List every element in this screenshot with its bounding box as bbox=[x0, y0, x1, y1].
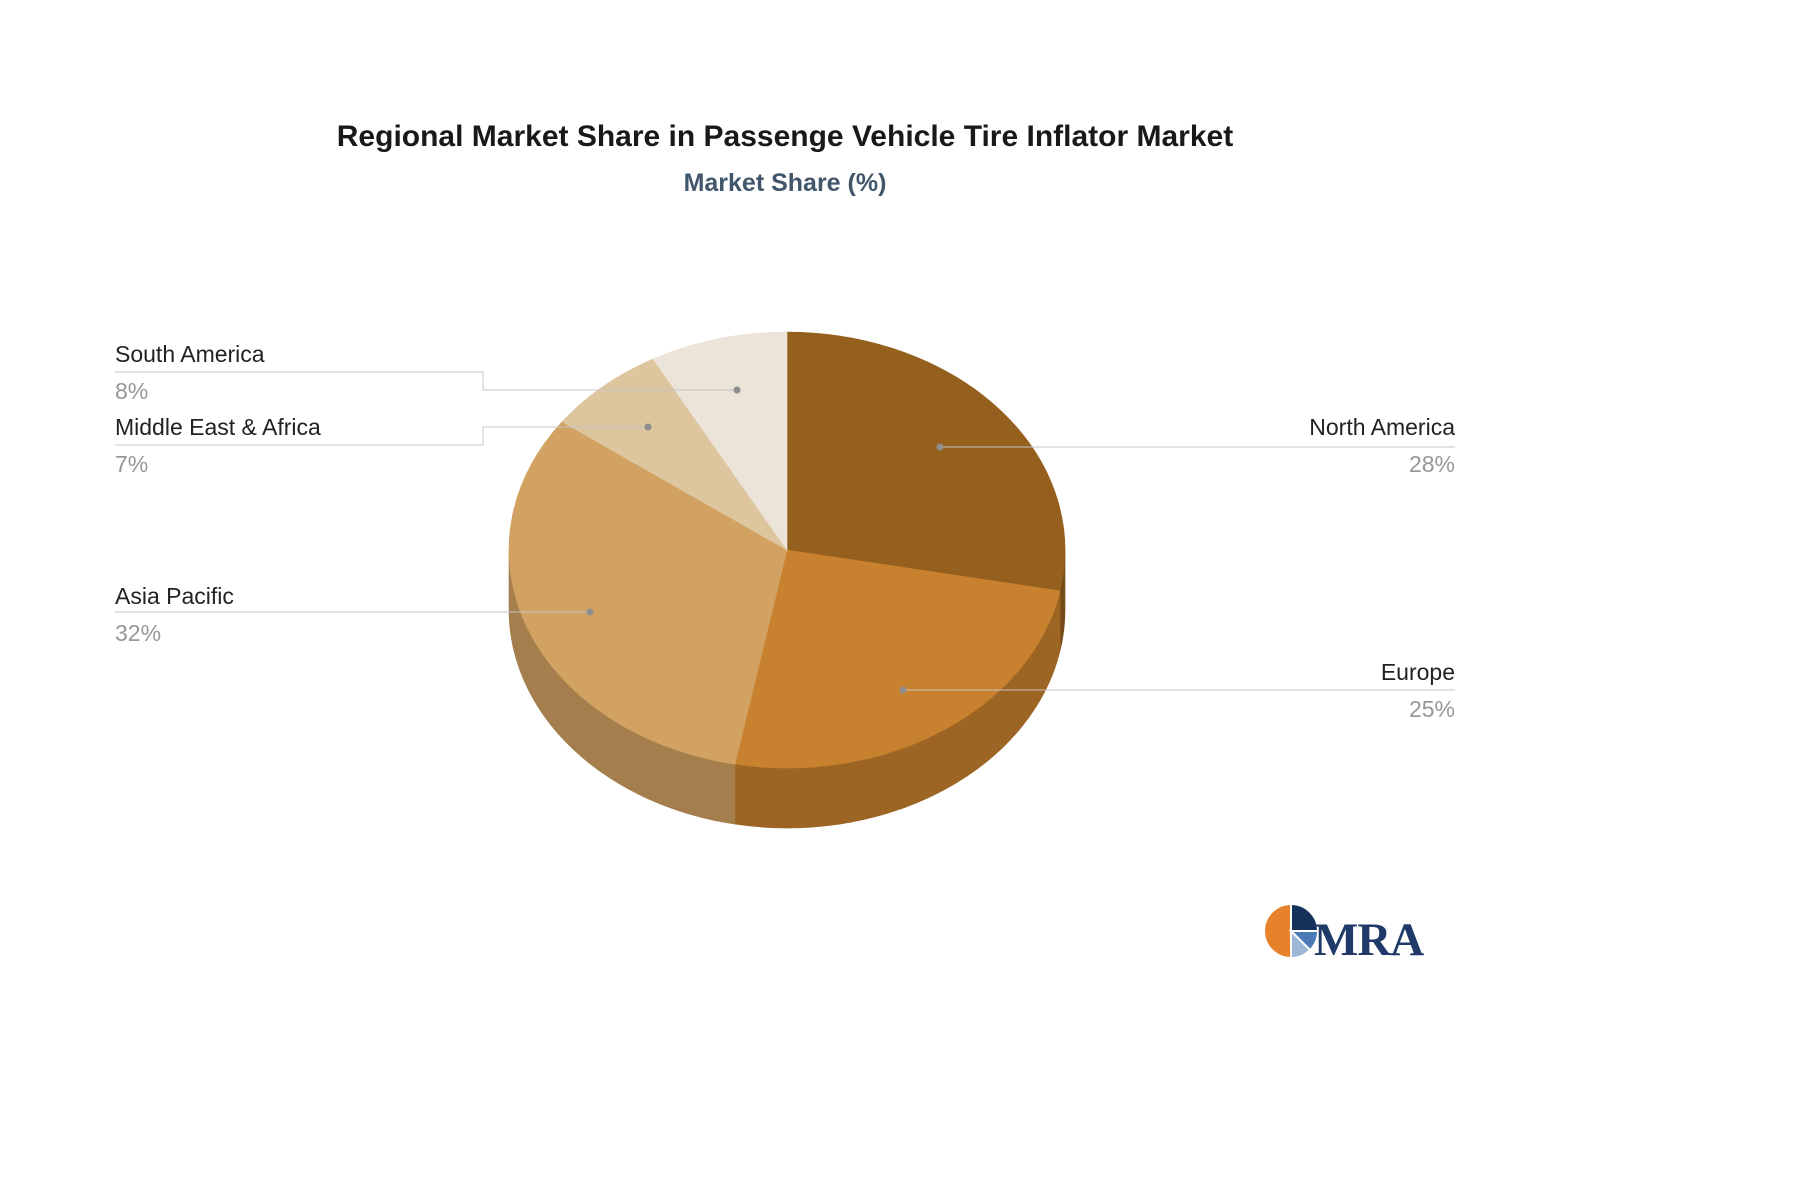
pie-slices bbox=[508, 331, 1066, 829]
label-south-america: South America 8% bbox=[115, 341, 265, 404]
label-asia-pacific-name: Asia Pacific bbox=[115, 583, 234, 609]
connector-dot-north-america bbox=[936, 443, 944, 451]
chart-title: Regional Market Share in Passenge Vehicl… bbox=[336, 120, 1234, 153]
pie-slice-north-america bbox=[786, 331, 1066, 592]
mra-logo-icon bbox=[1263, 902, 1320, 960]
label-europe-name: Europe bbox=[1380, 659, 1455, 685]
mra-logo-wedge-navy bbox=[1290, 902, 1320, 932]
label-middle-east-africa-name: Middle East & Africa bbox=[115, 414, 321, 440]
label-europe-pct: 25% bbox=[1408, 696, 1455, 722]
label-south-america-pct: 8% bbox=[115, 378, 149, 404]
mra-logo: MRA bbox=[1263, 902, 1425, 966]
label-north-america-pct: 28% bbox=[1408, 451, 1455, 477]
mra-logo-wedge-light bbox=[1290, 928, 1312, 960]
mra-logo-wedge-orange bbox=[1263, 902, 1292, 960]
chart-subtitle: Market Share (%) bbox=[683, 169, 887, 197]
label-europe: Europe 25% bbox=[1381, 659, 1455, 722]
connector-south-america bbox=[115, 371, 737, 391]
label-asia-pacific-pct: 32% bbox=[115, 620, 162, 646]
pie-slice-middle-east-africa bbox=[561, 358, 788, 551]
connector-dot-middle-east-africa bbox=[644, 423, 652, 431]
label-middle-east-africa: Middle East & Africa 7% bbox=[115, 414, 321, 477]
connector-dot-europe bbox=[899, 686, 907, 694]
label-asia-pacific: Asia Pacific 32% bbox=[115, 583, 234, 646]
label-north-america: North America 28% bbox=[1309, 414, 1455, 477]
pie-slice-europe bbox=[734, 549, 1061, 769]
label-middle-east-africa-pct: 7% bbox=[115, 451, 149, 477]
label-north-america-name: North America bbox=[1309, 414, 1455, 440]
label-connectors bbox=[115, 371, 1455, 694]
pie-slice-asia-pacific bbox=[508, 421, 788, 765]
connector-dot-south-america bbox=[733, 386, 741, 394]
pie-slice-south-america bbox=[652, 331, 788, 551]
connector-middle-east-africa bbox=[115, 426, 648, 446]
connector-dot-asia-pacific bbox=[586, 608, 594, 616]
label-south-america-name: South America bbox=[115, 341, 265, 367]
mra-logo-text: MRA bbox=[1314, 914, 1424, 966]
